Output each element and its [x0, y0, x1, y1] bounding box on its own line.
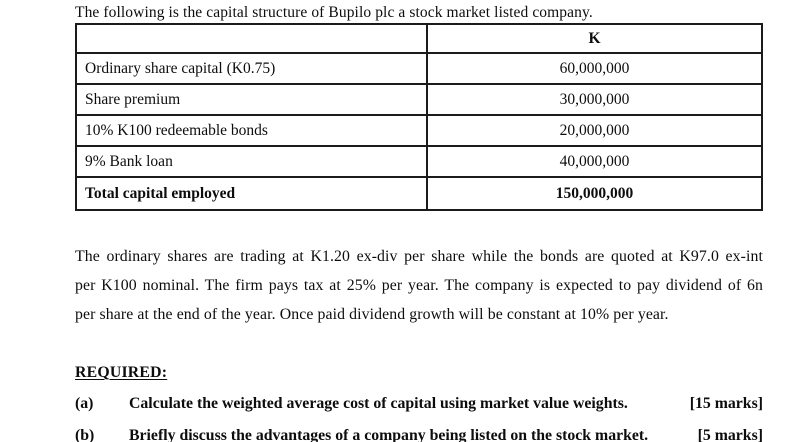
row-amount-cell: 30,000,000 [426, 83, 763, 116]
capital-structure-table: K Ordinary share capital (K0.75) 60,000,… [75, 23, 763, 211]
item-label: (b) [75, 427, 95, 442]
paragraph-line: per share at the end of the year. Once p… [75, 306, 669, 323]
required-section: REQUIRED: (a) Calculate the weighted ave… [75, 364, 763, 442]
item-marks: [15 marks] [689, 395, 763, 412]
row-label-cell: 10% K100 redeemable bonds [75, 114, 428, 147]
table-row: 10% K100 redeemable bonds 20,000,000 [75, 114, 763, 147]
scenario-paragraph: The ordinary shares are trading at K1.20… [75, 242, 763, 329]
table-total-row: Total capital employed 150,000,000 [75, 176, 763, 211]
required-heading: REQUIRED: [75, 364, 168, 381]
table-row: 9% Bank loan 40,000,000 [75, 145, 763, 178]
row-label-cell: Ordinary share capital (K0.75) [75, 52, 428, 85]
item-label: (a) [75, 395, 94, 412]
item-marks: [5 marks] [697, 427, 763, 442]
required-item-b: (b) Briefly discuss the advantages of a … [75, 426, 763, 442]
row-label-cell: Share premium [75, 83, 428, 116]
item-text: Briefly discuss the advantages of a comp… [129, 427, 649, 442]
table-row: Share premium 30,000,000 [75, 83, 763, 116]
required-item-a: (a) Calculate the weighted average cost … [75, 394, 763, 414]
paragraph-line: The ordinary shares are trading at K1.20… [75, 248, 763, 265]
row-label-cell: 9% Bank loan [75, 145, 428, 178]
document-content: The following is the capital structure o… [75, 3, 763, 442]
row-amount-cell: 40,000,000 [426, 145, 763, 178]
row-amount-cell: 60,000,000 [426, 52, 763, 85]
row-amount-cell: 20,000,000 [426, 114, 763, 147]
total-amount-cell: 150,000,000 [426, 176, 763, 211]
header-currency-cell: K [426, 23, 763, 54]
header-empty-cell [75, 23, 428, 54]
table-header-row: K [75, 23, 763, 54]
item-text: Calculate the weighted average cost of c… [129, 395, 628, 412]
total-label-cell: Total capital employed [75, 176, 428, 211]
table-row: Ordinary share capital (K0.75) 60,000,00… [75, 52, 763, 85]
paragraph-line: per K100 nominal. The firm pays tax at 2… [75, 277, 763, 294]
intro-line: The following is the capital structure o… [75, 4, 593, 21]
